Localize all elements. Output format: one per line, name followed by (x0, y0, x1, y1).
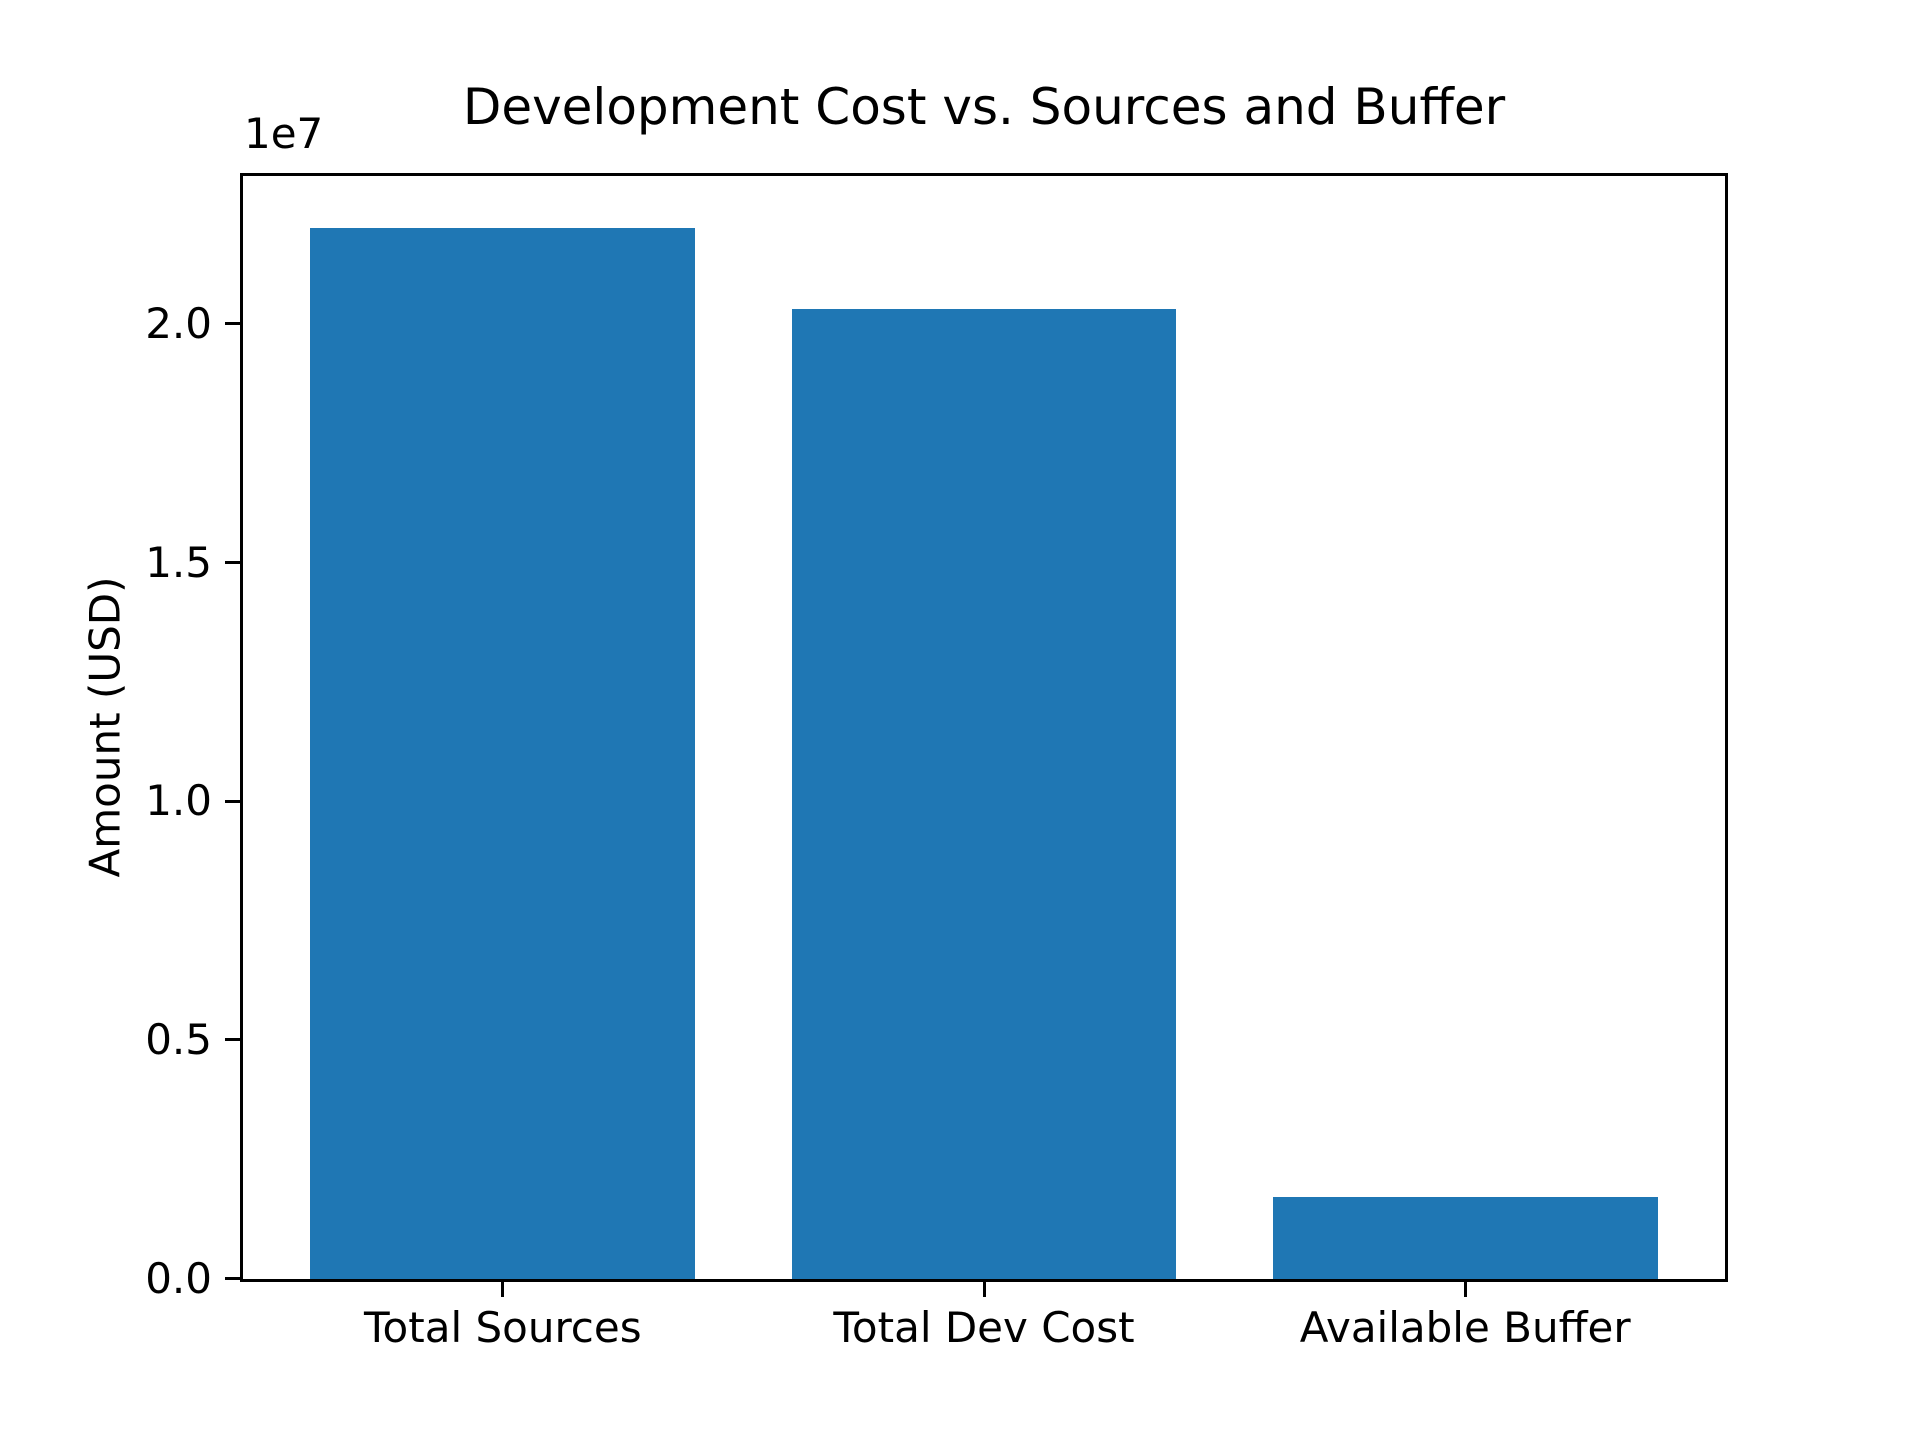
x-tick-label: Available Buffer (1299, 1302, 1631, 1352)
plot-area: Total Sources Total Dev Cost Available Buf… (145, 172, 1728, 1350)
y-tick-label: 1.5 (145, 537, 212, 587)
x-tick-mark (982, 1281, 986, 1297)
bar (791, 309, 1177, 1279)
x-tick-label: Total Sources (364, 1302, 642, 1352)
y-tick-mark (225, 1038, 240, 1042)
y-tick-mark (225, 799, 240, 803)
y-tick-mark (225, 322, 240, 326)
y-tick-label: 0.5 (145, 1014, 212, 1064)
bar (310, 228, 696, 1279)
y-tick-label: 1.0 (145, 776, 212, 826)
y-axis-offset-text: 1e7 (244, 109, 324, 158)
y-tick-label: 0.0 (145, 1253, 212, 1303)
chart-title: Development Cost vs. Sources and Buffer (462, 78, 1506, 136)
x-tick-mark (501, 1281, 505, 1297)
y-tick-label: 2.0 (145, 298, 212, 348)
x-tick-label: Total Dev Cost (833, 1302, 1135, 1352)
y-axis-label: Amount (USD) (80, 576, 130, 878)
x-tick-mark (1463, 1281, 1467, 1297)
y-tick-mark (225, 561, 240, 564)
y-tick-mark (225, 1277, 240, 1281)
bar (1272, 1197, 1658, 1279)
